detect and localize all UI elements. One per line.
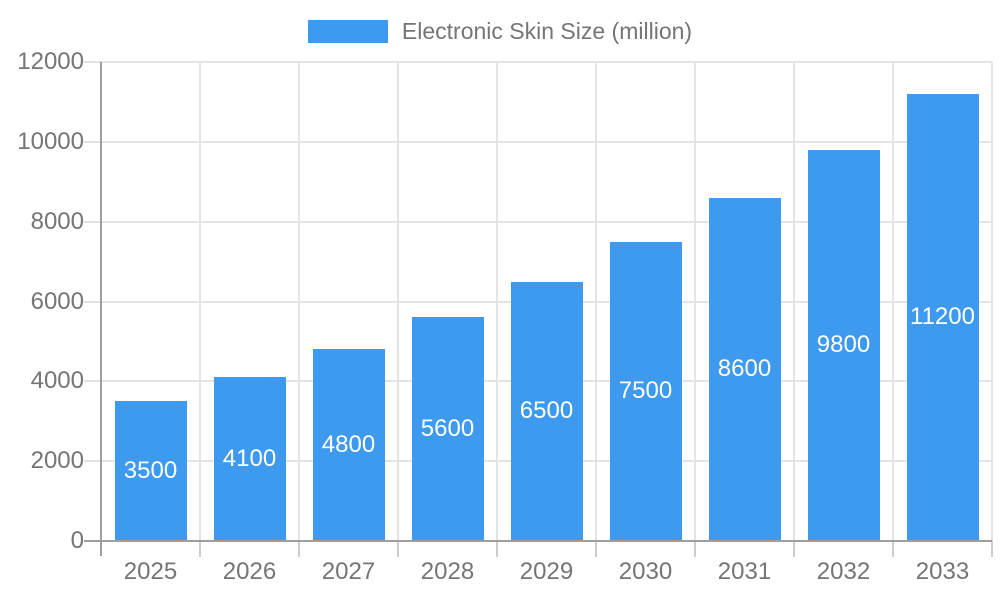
x-axis-tick-label: 2028 bbox=[420, 558, 475, 585]
bar-value-label: 6500 bbox=[519, 397, 574, 425]
x-axis-tick bbox=[694, 541, 696, 557]
x-axis-tick bbox=[892, 541, 894, 557]
legend-swatch-icon bbox=[307, 20, 388, 43]
y-axis-tick-label: 6000 bbox=[30, 287, 84, 315]
gridline-vertical bbox=[793, 62, 795, 541]
chart-legend: Electronic Skin Size (million) bbox=[0, 18, 1000, 45]
x-axis-tick bbox=[298, 541, 300, 557]
x-axis-tick-label: 2027 bbox=[321, 558, 376, 585]
x-axis-tick bbox=[991, 541, 993, 557]
bar-value-label: 7500 bbox=[618, 377, 673, 405]
gridline-vertical bbox=[991, 62, 993, 541]
x-axis-tick-label: 2032 bbox=[816, 558, 871, 585]
gridline-vertical bbox=[397, 62, 399, 541]
bar-value-label: 5600 bbox=[420, 415, 475, 443]
bar-value-label: 3500 bbox=[123, 457, 178, 485]
gridline-vertical bbox=[298, 62, 300, 541]
bar-value-label: 8600 bbox=[717, 355, 772, 383]
plot-area: 3500 4100 4800 5600 6500 7500 8600 9800 11200 bbox=[101, 61, 993, 541]
x-axis-tick bbox=[793, 541, 795, 557]
bar-value-label: 9800 bbox=[816, 331, 871, 359]
bar: 7500 bbox=[609, 241, 682, 541]
bar-value-label: 4800 bbox=[321, 431, 376, 459]
bar: 5600 bbox=[411, 317, 484, 541]
bar: 8600 bbox=[708, 197, 781, 541]
x-axis-line bbox=[84, 540, 992, 542]
y-axis-tick-label: 10000 bbox=[17, 127, 84, 155]
gridline-horizontal bbox=[101, 220, 992, 223]
y-axis-tick-label: 8000 bbox=[30, 207, 84, 235]
legend-label: Electronic Skin Size (million) bbox=[401, 18, 693, 44]
x-axis-tick-label: 2030 bbox=[618, 558, 673, 585]
x-axis-tick bbox=[397, 541, 399, 557]
bar: 6500 bbox=[510, 281, 583, 541]
x-axis-tick-label: 2029 bbox=[519, 558, 574, 585]
gridline-vertical bbox=[694, 62, 696, 541]
bar-value-label: 11200 bbox=[910, 303, 975, 331]
y-axis-tick-label: 0 bbox=[70, 527, 84, 554]
x-axis-tick bbox=[595, 541, 597, 557]
bar: 3500 bbox=[114, 401, 187, 541]
x-axis-tick-label: 2033 bbox=[915, 558, 970, 585]
y-axis-tick bbox=[84, 380, 101, 383]
x-axis-tick bbox=[199, 541, 201, 557]
y-axis-tick bbox=[84, 220, 101, 223]
y-axis-tick-label: 2000 bbox=[30, 447, 84, 475]
y-axis-line bbox=[100, 62, 102, 556]
gridline-vertical bbox=[595, 62, 597, 541]
y-axis-tick-label: 4000 bbox=[30, 367, 84, 395]
bar: 4100 bbox=[213, 377, 286, 541]
gridline-vertical bbox=[892, 62, 894, 541]
x-axis-tick bbox=[496, 541, 498, 557]
gridline-horizontal bbox=[101, 61, 992, 63]
y-axis-tick bbox=[84, 300, 101, 303]
x-axis-tick-label: 2026 bbox=[222, 558, 277, 585]
bar: 4800 bbox=[312, 349, 385, 541]
bar: 9800 bbox=[807, 149, 880, 541]
gridline-vertical bbox=[496, 62, 498, 541]
bar: 11200 bbox=[906, 93, 979, 541]
y-axis-tick bbox=[84, 460, 101, 463]
y-axis-tick bbox=[84, 140, 101, 143]
bar-value-label: 4100 bbox=[222, 445, 277, 473]
y-axis-tick bbox=[84, 61, 101, 63]
x-axis-tick-label: 2031 bbox=[717, 558, 772, 585]
gridline-horizontal bbox=[101, 140, 992, 143]
x-axis-tick-label: 2025 bbox=[123, 558, 178, 585]
y-axis-tick-label: 12000 bbox=[17, 48, 84, 75]
gridline-vertical bbox=[199, 62, 201, 541]
